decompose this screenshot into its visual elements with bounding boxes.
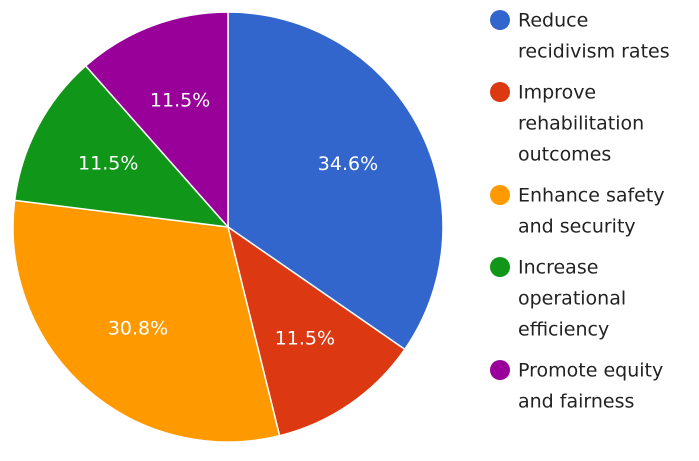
slice-label-5: 11.5% bbox=[150, 89, 210, 111]
legend-item-2: Improve rehabilitation outcomes bbox=[490, 82, 644, 166]
legend: Reduce recidivism rates Improve rehabilitat… bbox=[490, 10, 670, 413]
slice-label-3: 30.8% bbox=[108, 317, 168, 339]
legend-marker bbox=[490, 10, 510, 30]
legend-label: Promote equity and fairness bbox=[518, 360, 663, 413]
legend-item-3: Enhance safety and security bbox=[490, 185, 665, 238]
legend-marker bbox=[490, 82, 510, 102]
pie-slice-3[interactable] bbox=[12, 199, 281, 443]
legend-label: Improve rehabilitation outcomes bbox=[518, 82, 644, 166]
legend-label: Reduce recidivism rates bbox=[518, 10, 670, 63]
legend-item-4: Increase operational efficiency bbox=[490, 257, 626, 341]
pie-slice-4[interactable] bbox=[13, 64, 230, 228]
legend-item-5: Promote equity and fairness bbox=[490, 360, 663, 413]
slice-label-1: 34.6% bbox=[318, 153, 378, 175]
slice-label-2: 11.5% bbox=[275, 328, 335, 350]
legend-item-1: Reduce recidivism rates bbox=[490, 10, 670, 63]
legend-label: Enhance safety and security bbox=[518, 185, 665, 238]
legend-label: Increase operational efficiency bbox=[518, 257, 626, 341]
pie-slice-1[interactable] bbox=[227, 11, 444, 351]
pie-slices bbox=[12, 11, 444, 443]
legend-marker bbox=[490, 185, 510, 205]
legend-marker bbox=[490, 257, 510, 277]
slice-label-4: 11.5% bbox=[78, 153, 138, 175]
legend-marker bbox=[490, 360, 510, 380]
pie-slice-2[interactable] bbox=[226, 225, 406, 437]
slice-labels: 34.6% 11.5% 30.8% 11.5% 11.5% bbox=[78, 89, 378, 349]
pie-slice-5[interactable] bbox=[84, 11, 229, 229]
